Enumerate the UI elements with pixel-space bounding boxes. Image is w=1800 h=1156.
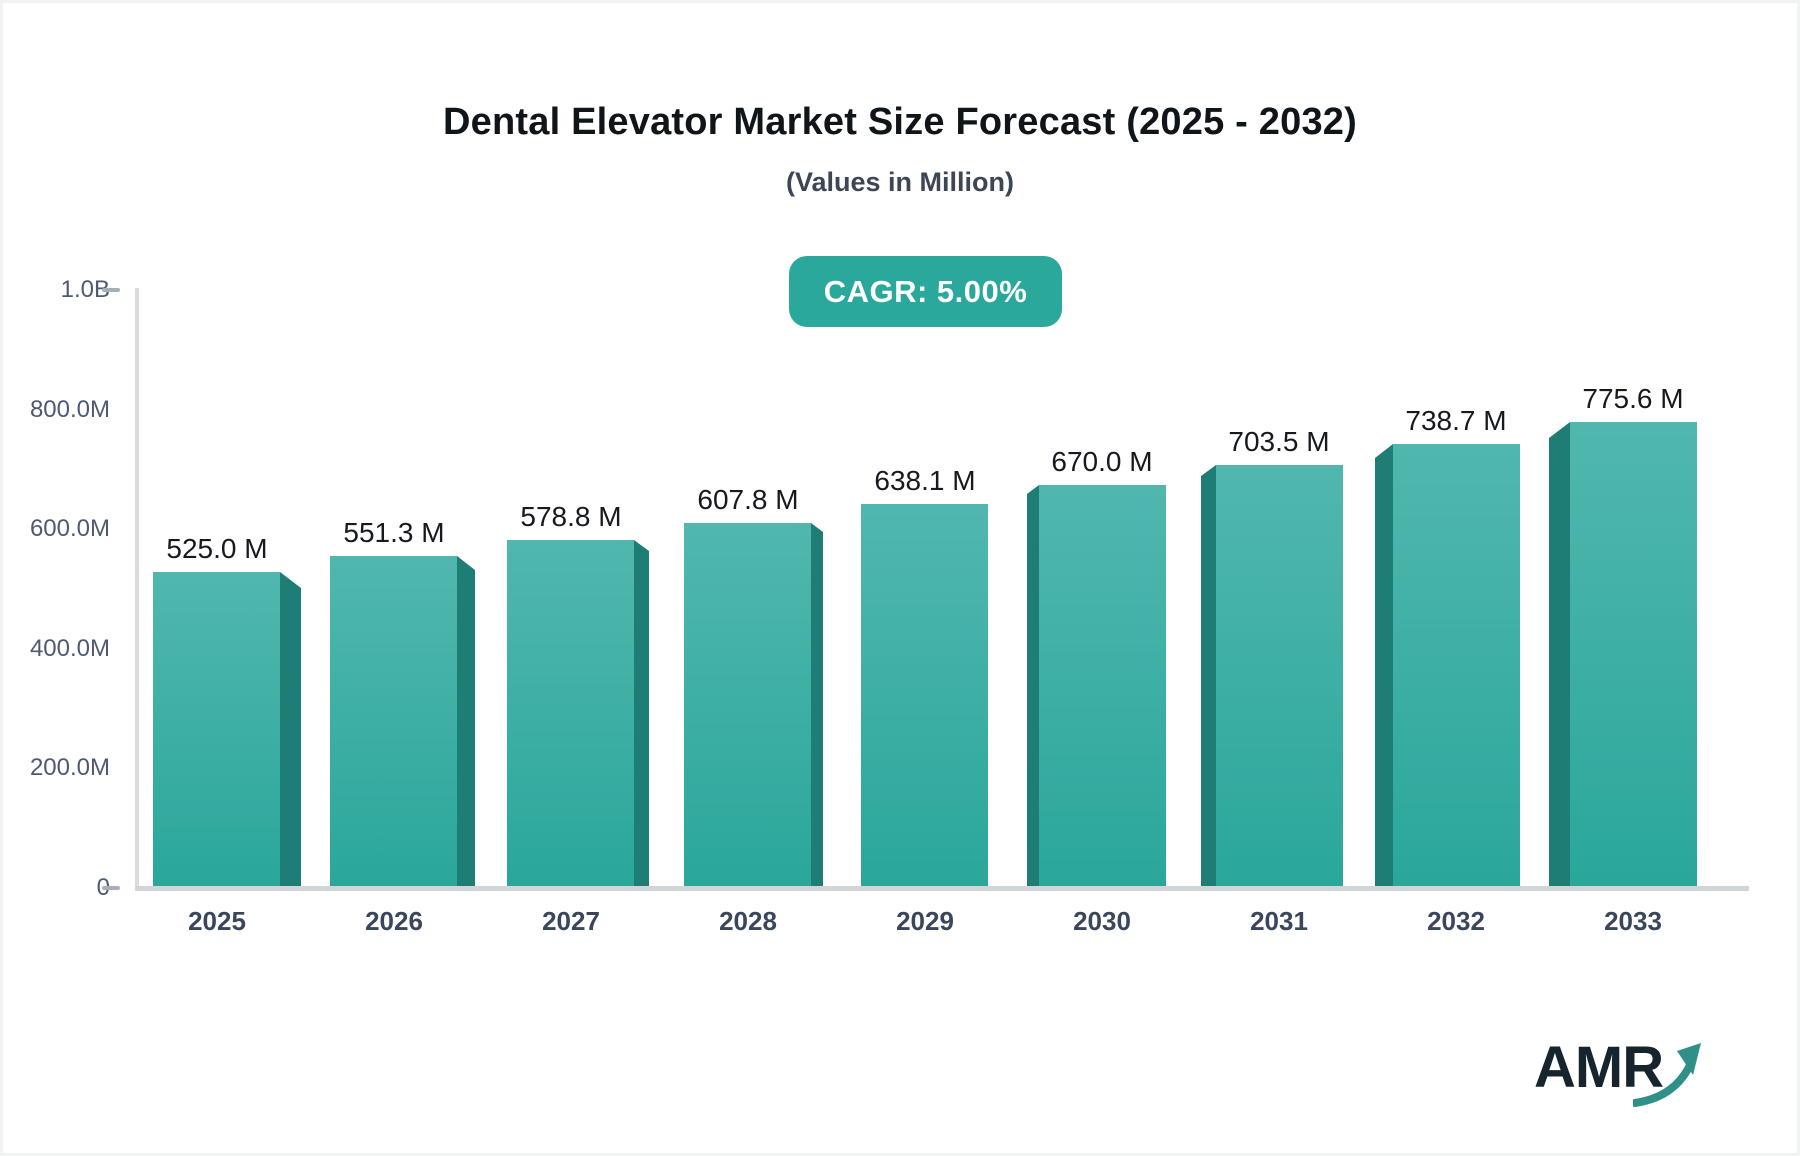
bar-2026 [330,556,457,886]
x-axis-label-2028: 2028 [719,906,777,936]
bar-value-label-2025: 525.0 M [166,533,268,564]
bar-2027 [507,540,634,886]
bar-value-label-2031: 703.5 M [1228,426,1330,457]
bar-side-2031 [1201,465,1216,886]
amr-logo: AMR [1534,1037,1714,1107]
bar-2033 [1570,422,1697,886]
x-axis-label-2026: 2026 [365,906,423,936]
x-axis-label-2027: 2027 [542,906,600,936]
amr-logo-text: AMR [1534,1035,1664,1100]
y-axis-tick-mark [102,886,120,890]
bar-value-label-2026: 551.3 M [343,517,445,548]
growth-arrow-icon [1633,1043,1701,1107]
bar-value-label-2029: 638.1 M [874,465,976,496]
y-axis-tick-label: 800.0M [29,395,110,423]
bar-side-2027 [634,540,649,886]
x-axis-label-2032: 2032 [1427,906,1485,936]
bar-2032 [1393,444,1520,886]
bar-side-2026 [457,556,475,886]
x-axis-label-2033: 2033 [1604,906,1662,936]
bar-side-2033 [1549,422,1570,886]
cagr-badge-label: CAGR: 5.00% [823,273,1028,309]
bar-side-2028 [811,523,823,886]
x-axis-label-2030: 2030 [1073,906,1131,936]
bar-2031 [1216,465,1343,886]
bar-2029 [861,504,988,886]
y-axis-tick-label: 1.0B [60,276,110,303]
x-axis-label-2029: 2029 [896,906,954,936]
y-axis-tick-label: 0 [3,873,110,903]
y-axis-line [135,288,139,886]
bar-value-label-2028: 607.8 M [697,484,799,515]
bar-side-2030 [1027,485,1039,886]
bar-value-label-2032: 738.7 M [1405,405,1507,436]
x-axis-label-2025: 2025 [188,906,246,936]
bar-2025 [153,572,280,886]
bar-side-2025 [280,572,301,886]
x-axis-label-2031: 2031 [1250,906,1308,936]
cagr-badge: CAGR: 5.00% [789,256,1062,327]
bar-2030 [1039,485,1166,886]
bar-value-label-2030: 670.0 M [1051,446,1153,477]
chart-subtitle: (Values in Million) [785,167,1015,197]
bar-2028 [684,523,811,886]
x-axis-line [135,886,1749,891]
y-axis-tick-label: 600.0M [29,515,110,543]
bar-value-label-2027: 578.8 M [520,501,622,532]
bar-side-2032 [1375,444,1393,886]
y-axis-tick-label: 200.0M [29,754,110,782]
y-axis-tick-mark [102,288,120,292]
chart-title: Dental Elevator Market Size Forecast (20… [443,101,1357,143]
y-axis-tick-label: 400.0M [29,634,110,662]
bar-value-label-2033: 775.6 M [1582,383,1684,414]
